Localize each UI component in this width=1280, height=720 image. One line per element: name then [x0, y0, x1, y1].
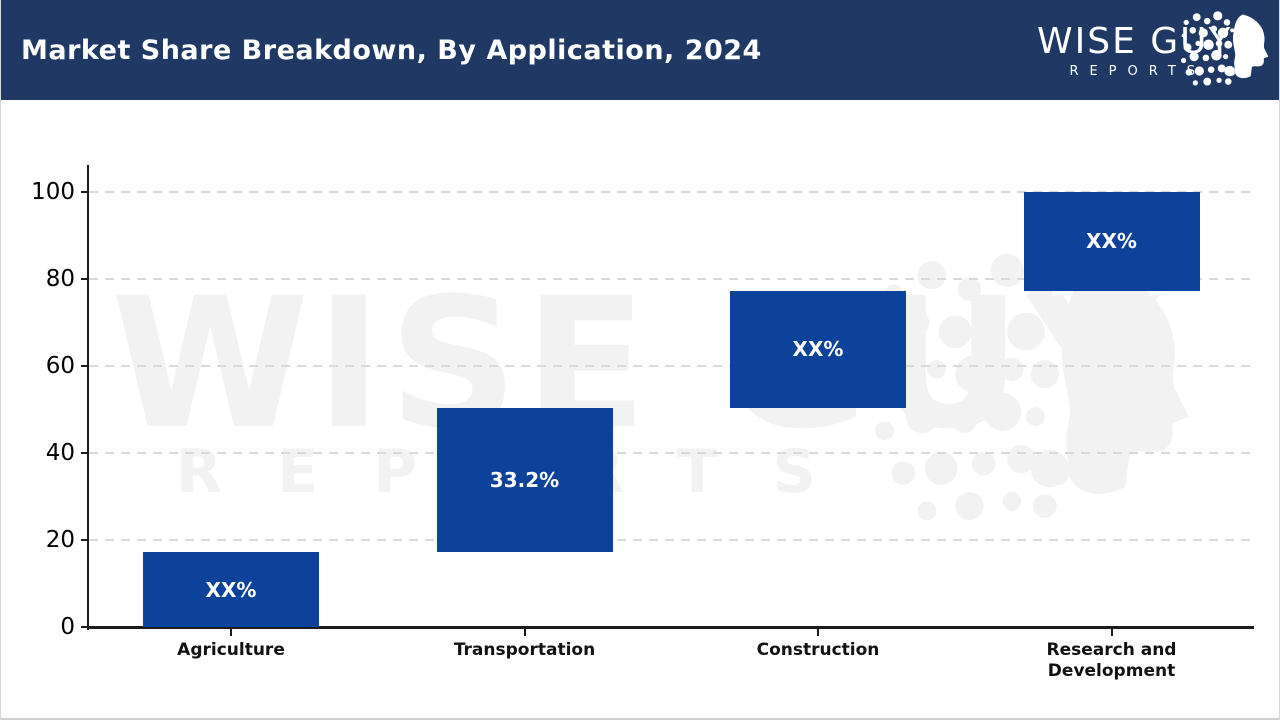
y-axis-tick-label: 0 — [60, 614, 75, 640]
x-axis-tick — [817, 627, 819, 636]
gridline — [89, 191, 1254, 193]
bar-agriculture: XX% — [143, 552, 319, 627]
y-axis-tick-label: 100 — [31, 179, 75, 205]
category-label: Research and Development — [1046, 640, 1177, 681]
header-bar: Market Share Breakdown, By Application, … — [1, 0, 1279, 100]
y-axis-tick — [81, 626, 89, 628]
category-label: Agriculture — [177, 640, 285, 660]
gridline — [89, 365, 1254, 367]
gridline — [89, 452, 1254, 454]
y-axis-tick-label: 20 — [45, 527, 75, 553]
bar-value-label: XX% — [792, 337, 844, 362]
y-axis-tick — [81, 365, 89, 367]
category-label: Transportation — [453, 640, 596, 660]
y-axis-tick-label: 80 — [45, 266, 75, 292]
y-axis-tick — [81, 191, 89, 193]
bar-research-and-development: XX% — [1023, 192, 1200, 291]
wise-guy-reports-logo: WISE GUY REPORTS — [1009, 0, 1269, 100]
chart-title: Market Share Breakdown, By Application, … — [21, 34, 762, 66]
bar-value-label: XX% — [1086, 229, 1137, 254]
bar-value-label: XX% — [205, 577, 257, 602]
x-axis-tick — [230, 627, 232, 636]
y-axis-tick-label: 40 — [45, 440, 75, 466]
logo-reports-text: REPORTS — [1069, 63, 1207, 79]
x-axis-tick — [523, 627, 526, 636]
x-axis-tick — [1110, 627, 1113, 636]
y-axis-tick — [81, 278, 89, 280]
logo-dotted-head-icon — [1177, 4, 1269, 96]
bar-value-label: 33.2% — [489, 467, 560, 492]
y-axis-tick-label: 60 — [45, 353, 75, 379]
y-axis-tick — [81, 452, 89, 454]
gridline — [89, 278, 1254, 280]
category-label: Construction — [756, 640, 880, 660]
bar-transportation: 33.2% — [436, 407, 613, 553]
gridline — [89, 539, 1254, 541]
y-axis-line — [87, 165, 89, 630]
bar-construction: XX% — [730, 290, 906, 408]
x-axis-line — [87, 626, 1254, 629]
y-axis-tick — [81, 539, 89, 541]
